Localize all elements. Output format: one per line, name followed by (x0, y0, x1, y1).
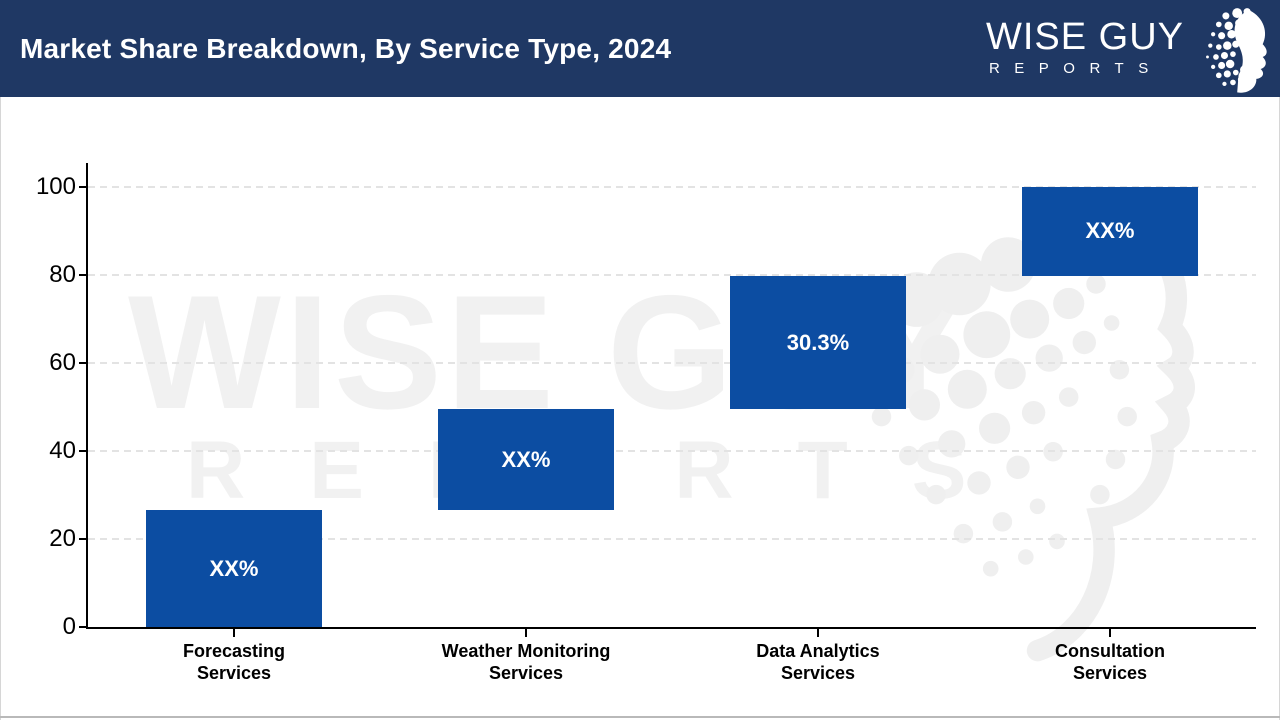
logo-text: WISE GUY REPORTS (986, 18, 1184, 77)
y-tick-mark (79, 626, 88, 628)
y-tick-label: 40 (49, 437, 76, 464)
wiseguy-logo: WISE GUY REPORTS (986, 4, 1274, 94)
frame-bottom-line (0, 716, 1280, 718)
y-tick-mark (79, 362, 88, 364)
x-category-label: Forecasting Services (182, 641, 286, 683)
bar-segment: XX% (1022, 187, 1198, 276)
bar-segment: 30.3% (730, 275, 906, 410)
x-category-label: Weather Monitoring Services (441, 641, 611, 683)
gridline-20 (88, 538, 1256, 540)
header: Market Share Breakdown, By Service Type,… (0, 0, 1280, 97)
gridline-40 (88, 450, 1256, 452)
y-tick-label: 100 (35, 173, 76, 200)
gridline-80 (88, 274, 1256, 276)
bar-value-label: XX% (1085, 218, 1135, 244)
x-tick-mark (817, 629, 819, 637)
y-tick-label: 20 (49, 525, 76, 552)
page-title: Market Share Breakdown, By Service Type,… (20, 32, 672, 64)
gridline-100 (88, 186, 1256, 188)
x-axis-line (86, 627, 1256, 629)
y-tick-label: 0 (62, 613, 76, 640)
bar-value-label: 30.3% (786, 329, 850, 355)
y-tick-mark (79, 450, 88, 452)
x-category-label: Data Analytics Services (756, 641, 880, 683)
bar-segment: XX% (146, 510, 322, 627)
bar-segment: XX% (438, 409, 614, 511)
x-tick-mark (525, 629, 527, 637)
logo-wordmark: WISE GUY (985, 16, 1184, 58)
x-tick-mark (233, 629, 235, 637)
y-tick-mark (79, 186, 88, 188)
logo-subtitle: REPORTS (988, 60, 1163, 77)
y-tick-mark (79, 538, 88, 540)
y-tick-label: 60 (49, 349, 76, 376)
bar-value-label: XX% (209, 555, 259, 581)
x-category-label: Consultation Services (1055, 641, 1165, 683)
y-axis-line (86, 163, 88, 629)
gridline-60 (88, 362, 1256, 364)
waterfall-chart: 0 20 40 60 80 100 XX% Forecasting Services XX% We… (0, 97, 1280, 716)
bar-value-label: XX% (501, 446, 551, 472)
x-tick-mark (1109, 629, 1111, 637)
y-tick-label: 80 (49, 261, 76, 288)
frame-left-line (0, 97, 1, 720)
wiseguy-face-icon (1206, 8, 1267, 93)
y-tick-mark (79, 274, 88, 276)
